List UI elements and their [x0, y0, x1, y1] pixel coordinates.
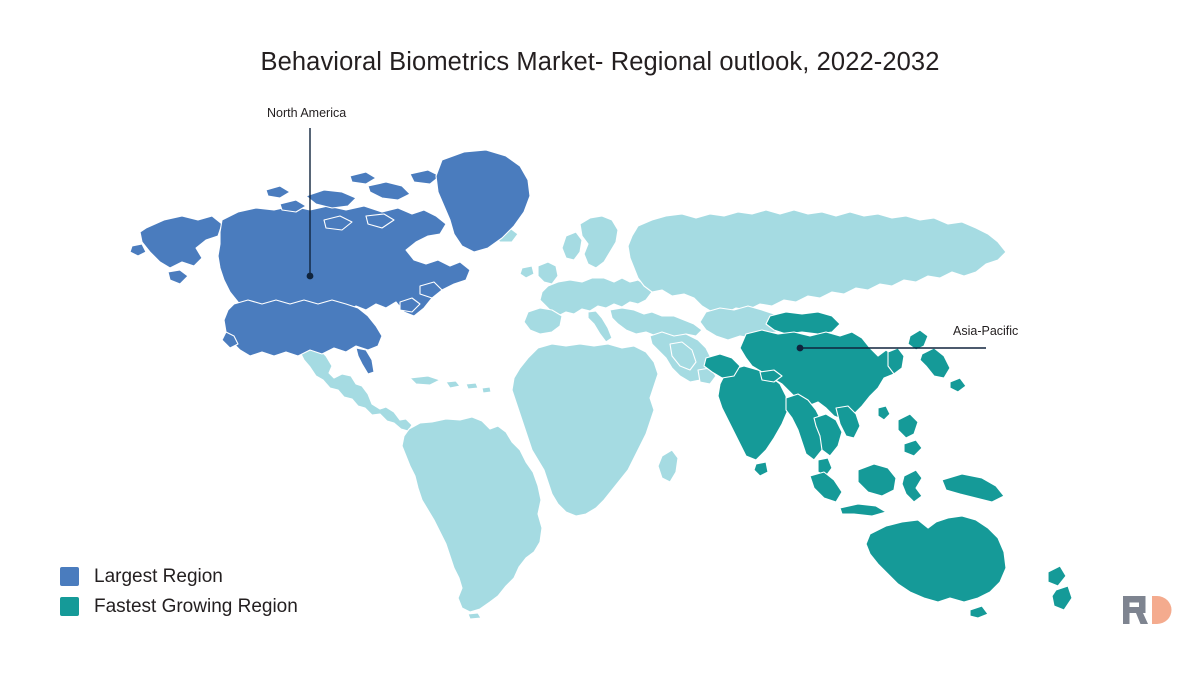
- callout-label-asia-pacific: Asia-Pacific: [953, 324, 1019, 338]
- region-north-america: [129, 149, 531, 375]
- region-asia-pacific: [703, 311, 1073, 619]
- legend-swatch-fastest-growing-region: [60, 596, 79, 616]
- world-map-svg: .o { fill:#a5dbe2; stroke:#ffffff; strok…: [110, 120, 1110, 620]
- legend-item-fastest-growing-region: Fastest Growing Region: [60, 591, 298, 621]
- legend-label-fastest-growing-region: Fastest Growing Region: [94, 595, 298, 617]
- callout-label-north-america: North America: [267, 106, 347, 120]
- logo-r-mark: [1123, 596, 1148, 624]
- world-map-container: .o { fill:#a5dbe2; stroke:#ffffff; strok…: [110, 120, 1110, 620]
- logo-d-mark: [1152, 596, 1172, 624]
- legend-swatch-largest-region: [60, 566, 79, 586]
- brand-logo: [1123, 596, 1172, 624]
- legend-label-largest-region: Largest Region: [94, 565, 223, 587]
- legend: Largest Region Fastest Growing Region: [60, 561, 298, 621]
- legend-item-largest-region: Largest Region: [60, 561, 298, 591]
- page-title: Behavioral Biometrics Market- Regional o…: [260, 48, 940, 76]
